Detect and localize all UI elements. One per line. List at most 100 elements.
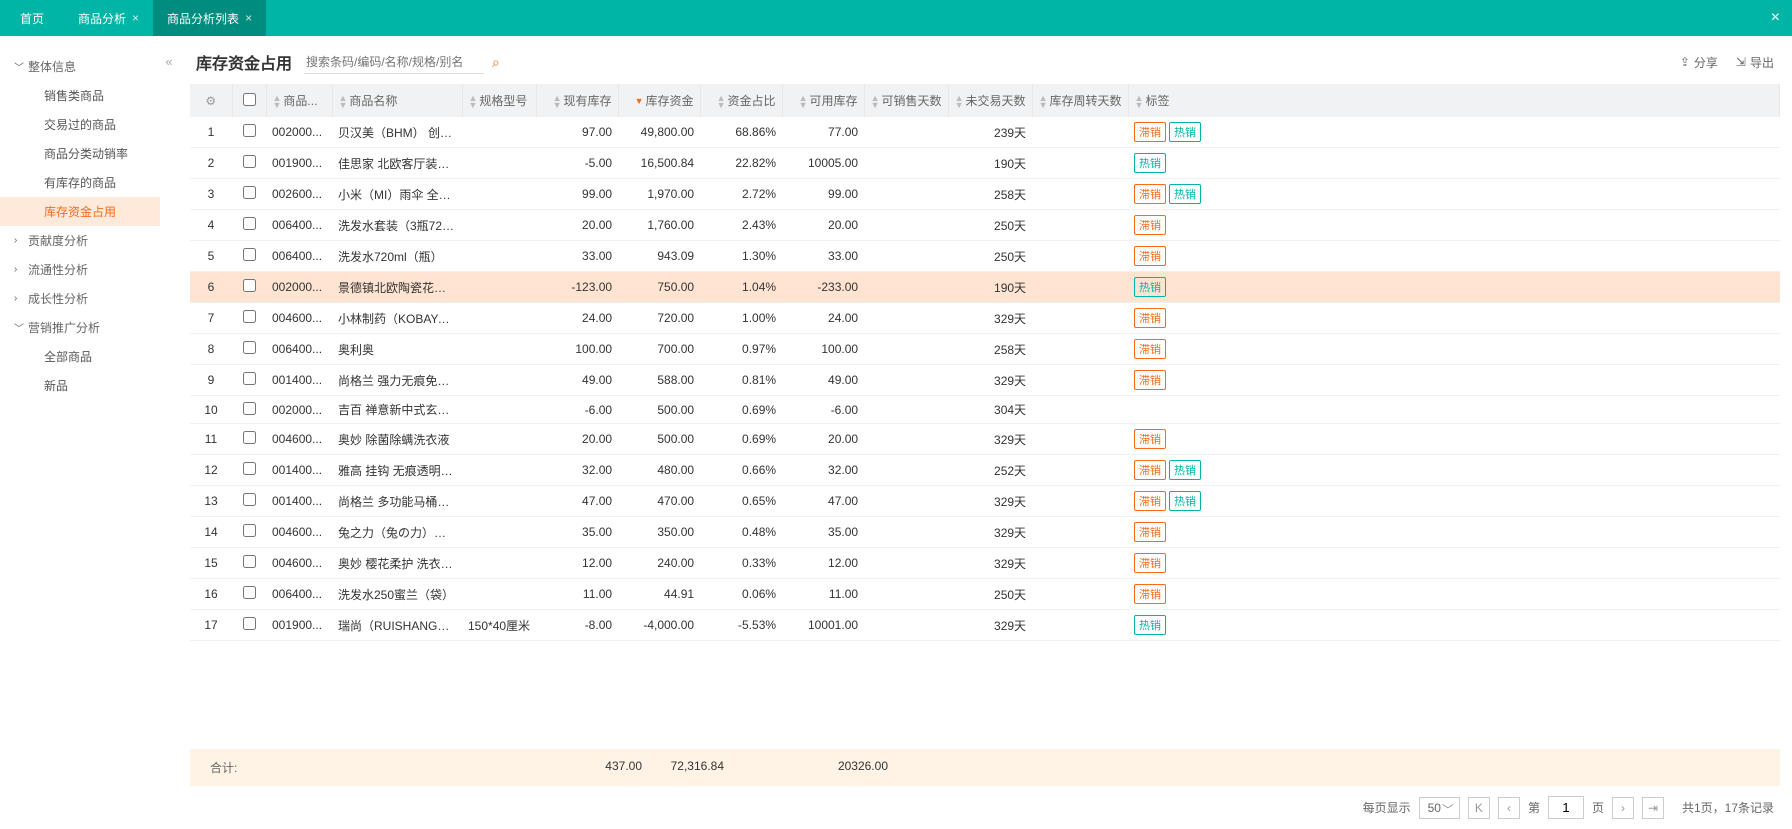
first-page-button[interactable]: K [1468, 797, 1490, 819]
row-checkbox[interactable] [243, 279, 256, 292]
table-row[interactable]: 9001400...尚格兰 强力无痕免打孔浴室49.00588.000.81%4… [190, 365, 1780, 396]
sidebar-group-growth[interactable]: ›成长性分析 [0, 284, 160, 313]
cell-pct: 22.82% [700, 148, 782, 179]
table-row[interactable]: 17001900...瑞尚（RUISHANG） 卧室温150*40厘米-8.00… [190, 610, 1780, 641]
row-checkbox[interactable] [243, 617, 256, 630]
cell-tags: 滞销 [1128, 579, 1779, 610]
sidebar-item-stocked-products[interactable]: 有库存的商品 [0, 168, 160, 197]
table-row[interactable]: 8006400...奥利奥100.00700.000.97%100.00258天… [190, 334, 1780, 365]
search-input[interactable] [304, 51, 484, 74]
table-row[interactable]: 15004600...奥妙 樱花柔护 洗衣凝珠 1012.00240.000.3… [190, 548, 1780, 579]
col-pct[interactable]: ▲▼资金占比 [700, 84, 782, 117]
last-page-button[interactable]: ⇥ [1642, 797, 1664, 819]
row-checkbox[interactable] [243, 462, 256, 475]
search-icon[interactable]: ⌕ [492, 54, 500, 71]
sidebar-item-traded-products[interactable]: 交易过的商品 [0, 110, 160, 139]
col-fund[interactable]: ▼库存资金 [618, 84, 700, 117]
row-checkbox[interactable] [243, 524, 256, 537]
sidebar-item-category-rate[interactable]: 商品分类动销率 [0, 139, 160, 168]
cell-name: 洗发水套装（3瓶720ml+1） [332, 210, 462, 241]
row-checkbox[interactable] [243, 493, 256, 506]
next-page-button[interactable]: › [1612, 797, 1634, 819]
row-checkbox[interactable] [243, 217, 256, 230]
col-sdays[interactable]: ▲▼可销售天数 [864, 84, 948, 117]
table-row[interactable]: 3002600...小米（MI）雨伞 全自动折叠99.001,970.002.7… [190, 179, 1780, 210]
cell-sdays [864, 610, 948, 641]
table-row[interactable]: 5006400...洗发水720ml（瓶）33.00943.091.30%33.… [190, 241, 1780, 272]
table-row[interactable]: 1002000...贝汉美（BHM） 创意北欧陶97.0049,800.0068… [190, 117, 1780, 148]
cell-stock: 47.00 [536, 486, 618, 517]
cell-avail: 11.00 [782, 579, 864, 610]
tag-badge: 滞销 [1134, 308, 1166, 328]
table-row[interactable]: 10002000...吉百 禅意新中式玄关摆件客-6.00500.000.69%… [190, 396, 1780, 424]
tab-home[interactable]: 首页 [0, 0, 64, 36]
row-checkbox[interactable] [243, 155, 256, 168]
col-udays[interactable]: ▲▼未交易天数 [948, 84, 1032, 117]
export-button[interactable]: ⇲导出 [1736, 54, 1774, 71]
page-input[interactable] [1548, 796, 1584, 819]
row-checkbox[interactable] [243, 372, 256, 385]
row-index: 11 [190, 424, 232, 455]
table-row[interactable]: 11004600...奥妙 除菌除螨洗衣液20.00500.000.69%20.… [190, 424, 1780, 455]
row-checkbox[interactable] [243, 402, 256, 415]
sidebar-collapse-button[interactable]: « [160, 36, 178, 829]
prev-page-button[interactable]: ‹ [1498, 797, 1520, 819]
table-row[interactable]: 6002000...景德镇北欧陶瓷花瓶摆件 仿-123.00750.001.04… [190, 272, 1780, 303]
table-row[interactable]: 4006400...洗发水套装（3瓶720ml+1）20.001,760.002… [190, 210, 1780, 241]
table-row[interactable]: 16006400...洗发水250蜜兰（袋）11.0044.910.06%11.… [190, 579, 1780, 610]
cell-code: 004600... [266, 424, 332, 455]
sidebar-item-new-products[interactable]: 新品 [0, 371, 160, 400]
col-stock[interactable]: ▲▼现有库存 [536, 84, 618, 117]
tab-product-analysis-list[interactable]: 商品分析列表× [153, 0, 266, 36]
col-name[interactable]: ▲▼商品名称 [332, 84, 462, 117]
chevron-down-icon: ﹀ [14, 59, 24, 74]
table-row[interactable]: 2001900...佳思家 北欧客厅装饰画卧室-5.0016,500.8422.… [190, 148, 1780, 179]
tag-badge: 滞销 [1134, 370, 1166, 390]
table-row[interactable]: 14004600...兔之力（兔の力）粘毛器粘35.00350.000.48%3… [190, 517, 1780, 548]
tag-badge: 滞销 [1134, 460, 1166, 480]
tag-badge: 滞销 [1134, 429, 1166, 449]
close-icon[interactable]: × [132, 11, 139, 25]
row-checkbox[interactable] [243, 124, 256, 137]
col-code[interactable]: ▲▼商品... [266, 84, 332, 117]
sidebar-item-all-products[interactable]: 全部商品 [0, 342, 160, 371]
sidebar-item-inventory-fund[interactable]: 库存资金占用 [0, 197, 160, 226]
sidebar-item-sales-products[interactable]: 销售类商品 [0, 81, 160, 110]
col-avail[interactable]: ▲▼可用库存 [782, 84, 864, 117]
row-checkbox[interactable] [243, 555, 256, 568]
table-row[interactable]: 13001400...尚格兰 多功能马桶刷套装 带47.00470.000.65… [190, 486, 1780, 517]
row-checkbox[interactable] [243, 310, 256, 323]
table-row[interactable]: 12001400...雅高 挂钩 无痕透明粘钩 强32.00480.000.66… [190, 455, 1780, 486]
cell-tags: 滞销热销 [1128, 486, 1779, 517]
cell-sdays [864, 303, 948, 334]
sidebar-group-overall[interactable]: ﹀整体信息 [0, 52, 160, 81]
tag-badge: 滞销 [1134, 122, 1166, 142]
share-button[interactable]: ⇪分享 [1680, 54, 1718, 71]
cell-tags: 滞销 [1128, 210, 1779, 241]
select-all-checkbox[interactable] [243, 93, 256, 106]
col-checkbox[interactable] [232, 84, 266, 117]
row-index: 6 [190, 272, 232, 303]
row-checkbox[interactable] [243, 186, 256, 199]
gear-icon: ⚙ [205, 94, 216, 108]
col-spec[interactable]: ▲▼规格型号 [462, 84, 536, 117]
row-checkbox[interactable] [243, 248, 256, 261]
col-gear[interactable]: ⚙ [190, 84, 232, 117]
sidebar-group-contribution[interactable]: ›贡献度分析 [0, 226, 160, 255]
close-all-icon[interactable]: × [1771, 9, 1780, 27]
per-page-select[interactable]: 50 ﹀ [1419, 797, 1460, 819]
row-checkbox[interactable] [243, 586, 256, 599]
close-icon[interactable]: × [245, 11, 252, 25]
cell-name: 尚格兰 强力无痕免打孔浴室 [332, 365, 462, 396]
cell-pct: 1.00% [700, 303, 782, 334]
row-checkbox[interactable] [243, 431, 256, 444]
col-tdays[interactable]: ▲▼库存周转天数 [1032, 84, 1128, 117]
cell-code: 006400... [266, 210, 332, 241]
sidebar-group-marketing[interactable]: ﹀营销推广分析 [0, 313, 160, 342]
tab-product-analysis[interactable]: 商品分析× [64, 0, 153, 36]
col-tags[interactable]: ▲▼标签 [1128, 84, 1779, 117]
table-row[interactable]: 7004600...小林制药（KOBAYASHI）日24.00720.001.0… [190, 303, 1780, 334]
sidebar-group-liquidity[interactable]: ›流通性分析 [0, 255, 160, 284]
cell-sdays [864, 148, 948, 179]
row-checkbox[interactable] [243, 341, 256, 354]
